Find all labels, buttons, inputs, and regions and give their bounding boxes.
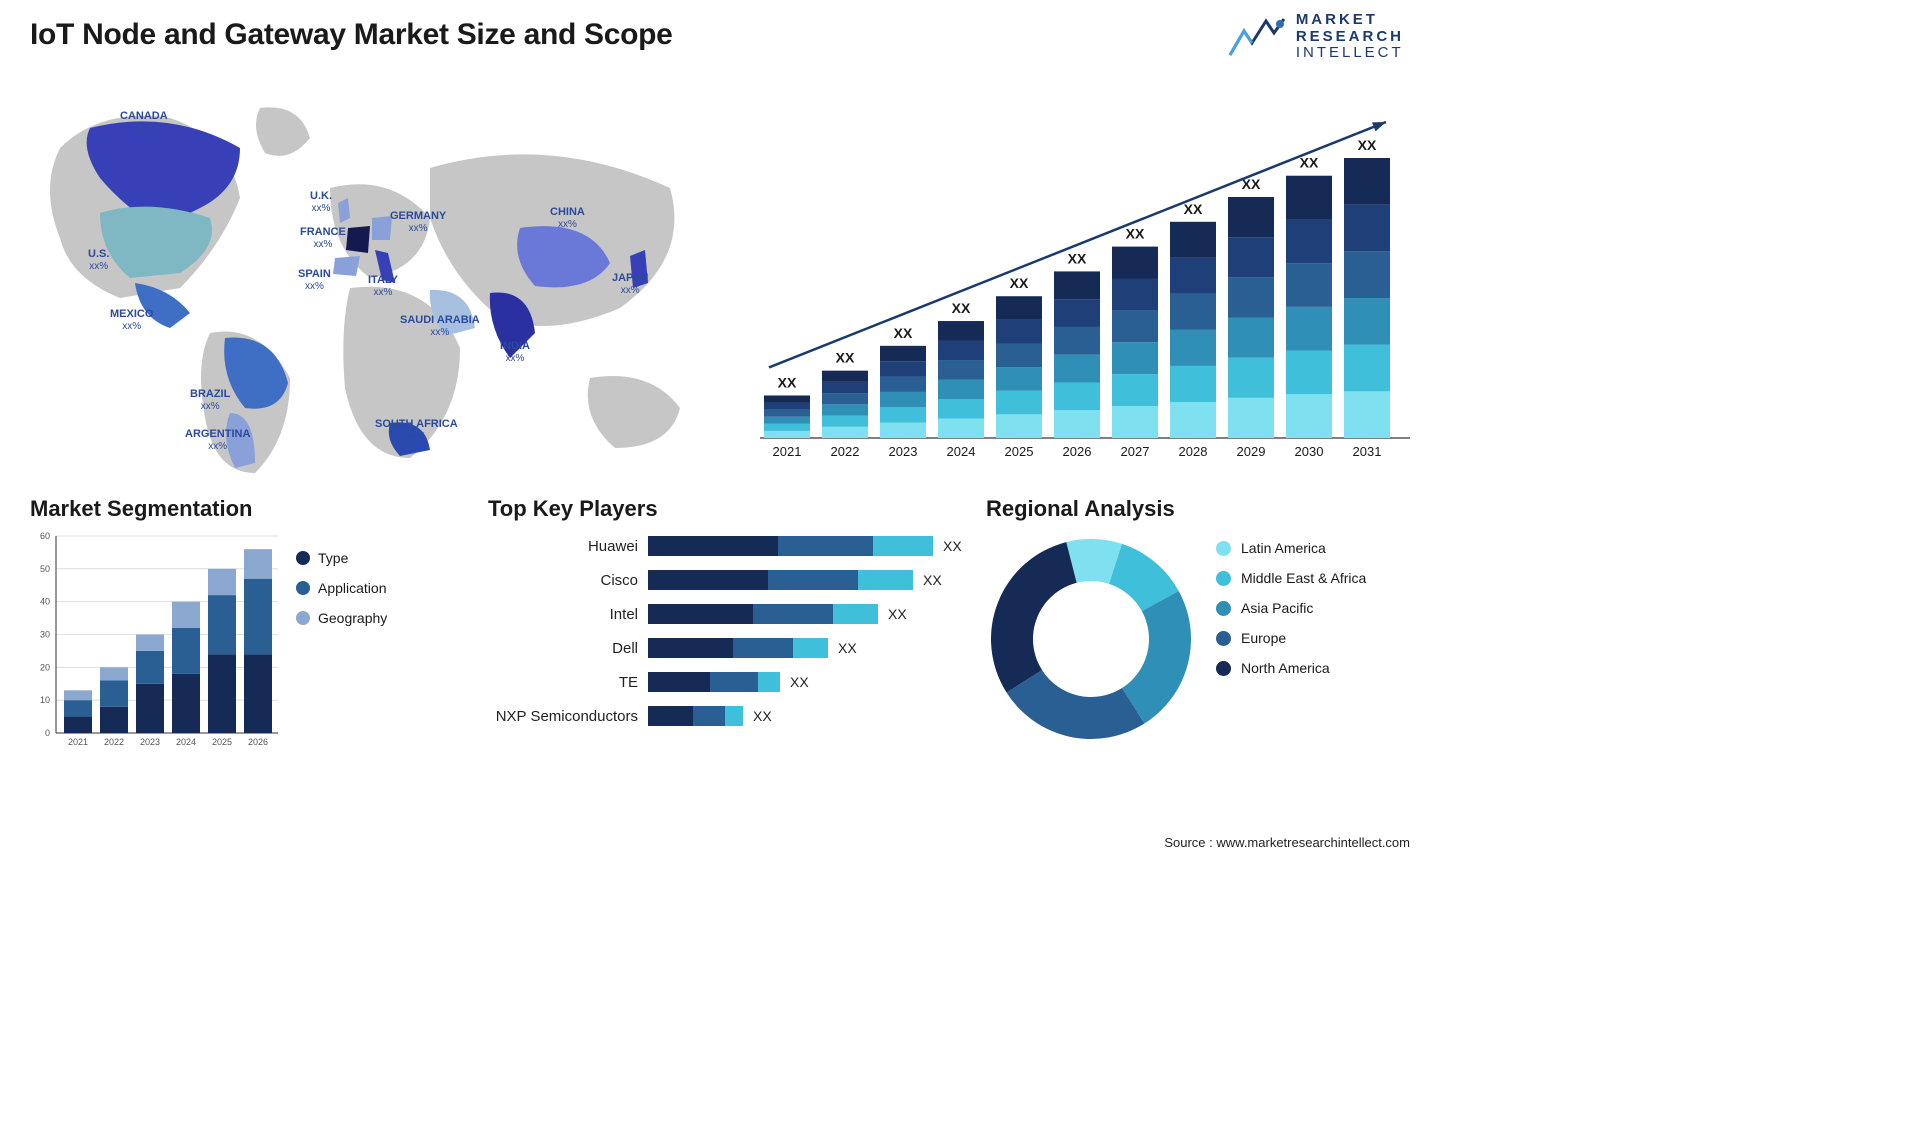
map-label-germany: GERMANYxx%	[390, 210, 446, 234]
map-label-italy: ITALYxx%	[368, 274, 398, 298]
player-name: Intel	[488, 606, 648, 623]
svg-text:XX: XX	[778, 374, 797, 390]
svg-text:2030: 2030	[1295, 444, 1324, 459]
player-value: XX	[838, 640, 857, 656]
svg-text:2023: 2023	[140, 737, 160, 747]
seg-legend-item: Geography	[296, 610, 387, 626]
player-row: NXP Semiconductors XX	[488, 702, 968, 730]
seg-legend-item: Application	[296, 580, 387, 596]
svg-text:2024: 2024	[947, 444, 976, 459]
svg-text:XX: XX	[1358, 137, 1377, 153]
svg-text:XX: XX	[1068, 250, 1087, 266]
map-label-uk: U.K.xx%	[310, 190, 332, 214]
svg-text:0: 0	[45, 728, 50, 738]
svg-text:2021: 2021	[68, 737, 88, 747]
player-row: Dell XX	[488, 634, 968, 662]
growth-chart: XX 2021 XX 2022 XX 2023 XX 2024 XX 2025 XX 2026 XX 20…	[750, 78, 1410, 478]
svg-text:2027: 2027	[1121, 444, 1150, 459]
svg-text:XX: XX	[1126, 226, 1145, 242]
svg-text:XX: XX	[1010, 275, 1029, 291]
map-label-mexico: MEXICOxx%	[110, 308, 153, 332]
map-label-argentina: ARGENTINAxx%	[185, 428, 250, 452]
player-row: TE XX	[488, 668, 968, 696]
svg-text:2029: 2029	[1237, 444, 1266, 459]
svg-text:2021: 2021	[773, 444, 802, 459]
map-label-spain: SPAINxx%	[298, 268, 331, 292]
svg-text:XX: XX	[836, 350, 855, 366]
player-value: XX	[790, 674, 809, 690]
logo-line1: MARKET	[1296, 12, 1404, 29]
player-name: NXP Semiconductors	[488, 708, 648, 725]
svg-text:XX: XX	[894, 325, 913, 341]
player-row: Cisco XX	[488, 566, 968, 594]
player-value: XX	[888, 606, 907, 622]
map-label-france: FRANCExx%	[300, 226, 346, 250]
map-label-japan: JAPANxx%	[612, 272, 648, 296]
segmentation-legend: Type Application Geography	[296, 528, 387, 753]
svg-text:2024: 2024	[176, 737, 196, 747]
player-row: Huawei XX	[488, 532, 968, 560]
player-value: XX	[943, 538, 962, 554]
map-label-china: CHINAxx%	[550, 206, 585, 230]
regional-title: Regional Analysis	[986, 496, 1410, 522]
map-label-india: INDIAxx%	[500, 340, 530, 364]
brand-logo: MARKET RESEARCH INTELLECT	[1228, 12, 1404, 62]
logo-line3: INTELLECT	[1296, 45, 1404, 62]
map-label-us: U.S.xx%	[88, 248, 109, 272]
map-label-brazil: BRAZILxx%	[190, 388, 230, 412]
player-value: XX	[923, 572, 942, 588]
svg-text:40: 40	[40, 597, 50, 607]
svg-text:XX: XX	[1184, 201, 1203, 217]
regional-legend-item: Middle East & Africa	[1216, 570, 1366, 586]
player-name: TE	[488, 674, 648, 691]
svg-text:30: 30	[40, 630, 50, 640]
players-title: Top Key Players	[488, 496, 968, 522]
regional-legend-item: Latin America	[1216, 540, 1366, 556]
map-label-canada: CANADAxx%	[120, 110, 168, 134]
svg-text:XX: XX	[1300, 155, 1319, 171]
svg-text:2031: 2031	[1353, 444, 1382, 459]
svg-text:20: 20	[40, 662, 50, 672]
regional-legend-item: North America	[1216, 660, 1366, 676]
svg-text:XX: XX	[952, 300, 971, 316]
svg-text:2022: 2022	[831, 444, 860, 459]
map-label-saudiarabia: SAUDI ARABIAxx%	[400, 314, 480, 338]
players-chart: HuaweiXXCiscoXXIntelXXDellXXTEXXNXP Semi…	[488, 528, 968, 730]
page-title: IoT Node and Gateway Market Size and Sco…	[30, 18, 1410, 52]
regional-legend-item: Asia Pacific	[1216, 600, 1366, 616]
svg-text:2026: 2026	[1063, 444, 1092, 459]
segmentation-title: Market Segmentation	[30, 496, 470, 522]
segmentation-chart: 0 10 20 30 40 50 60 2021 2022 2023 2024 2025 2026	[30, 528, 280, 753]
player-name: Cisco	[488, 572, 648, 589]
regional-legend: Latin America Middle East & Africa Asia Pa…	[1216, 534, 1366, 744]
svg-text:2023: 2023	[889, 444, 918, 459]
seg-legend-item: Type	[296, 550, 387, 566]
svg-text:2025: 2025	[1005, 444, 1034, 459]
source-text: Source : www.marketresearchintellect.com	[1164, 835, 1410, 850]
player-name: Huawei	[488, 538, 648, 555]
svg-text:2025: 2025	[212, 737, 232, 747]
svg-text:2026: 2026	[248, 737, 268, 747]
map-label-southafrica: SOUTH AFRICAxx%	[375, 418, 458, 442]
player-row: Intel XX	[488, 600, 968, 628]
svg-text:60: 60	[40, 531, 50, 541]
player-name: Dell	[488, 640, 648, 657]
svg-text:2028: 2028	[1179, 444, 1208, 459]
player-value: XX	[753, 708, 772, 724]
regional-donut	[986, 534, 1196, 744]
logo-line2: RESEARCH	[1296, 29, 1404, 46]
svg-text:2022: 2022	[104, 737, 124, 747]
world-map: CANADAxx% U.S.xx% MEXICOxx% BRAZILxx% ARGENT…	[30, 78, 730, 478]
regional-legend-item: Europe	[1216, 630, 1366, 646]
svg-text:10: 10	[40, 695, 50, 705]
svg-text:50: 50	[40, 564, 50, 574]
